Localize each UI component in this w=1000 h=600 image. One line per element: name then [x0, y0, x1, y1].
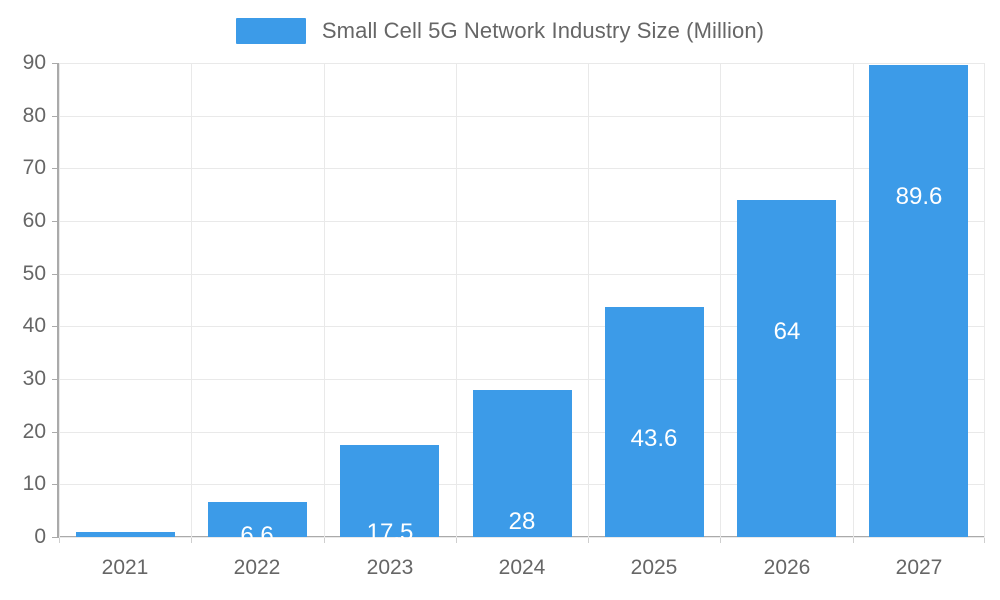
- y-axis-tick-label: 60: [22, 209, 46, 232]
- y-axis-tick-mark: [52, 168, 57, 170]
- x-axis-tick-mark: [720, 538, 721, 543]
- y-axis-tick-mark: [52, 273, 57, 275]
- gridline-vertical: [720, 63, 721, 537]
- y-axis-tick-mark: [52, 326, 57, 328]
- x-axis-tick-mark: [984, 538, 985, 543]
- gridline-horizontal: [59, 63, 985, 64]
- legend-label[interactable]: Small Cell 5G Network Industry Size (Mil…: [321, 18, 765, 43]
- y-axis-tick-label: 80: [22, 103, 46, 127]
- x-axis-tick-mark: [324, 538, 325, 543]
- y-axis-tick-mark: [52, 537, 57, 538]
- legend-color-swatch[interactable]: [235, 18, 306, 44]
- y-axis-tick-mark: [52, 115, 57, 117]
- x-axis-tick-label: 2026: [763, 556, 811, 579]
- gridline-vertical: [191, 63, 192, 537]
- bar-2023[interactable]: [340, 444, 439, 537]
- y-axis-labels: 0 10 20 30 40 50 60 70 80 90: [0, 0, 46, 600]
- gridline-horizontal: [59, 537, 985, 538]
- x-axis-tick-label: 2027: [895, 556, 943, 579]
- bar-2025[interactable]: [605, 307, 704, 537]
- x-axis-tick-mark: [191, 538, 192, 543]
- gridline-vertical: [324, 63, 325, 537]
- x-axis-tick-mark: [588, 538, 589, 543]
- y-axis-line: [57, 63, 59, 538]
- x-axis-tick-label: 2021: [101, 556, 149, 579]
- bar-2027[interactable]: [869, 65, 968, 537]
- gridline-vertical: [984, 63, 985, 537]
- gridline-vertical: [588, 63, 589, 537]
- y-axis-tick-mark: [52, 379, 57, 380]
- y-axis-tick-mark: [52, 431, 57, 433]
- x-axis-tick-mark: [853, 538, 854, 543]
- gridline-horizontal: [59, 221, 985, 222]
- gridline-horizontal: [59, 326, 985, 328]
- x-axis-labels: 2021 2022 2023 2024 2025 2026 2027: [59, 556, 985, 586]
- y-axis-tick-label: 10: [22, 472, 46, 496]
- x-axis-tick-mark: [456, 538, 457, 543]
- x-axis-tick-label: 2025: [630, 556, 678, 579]
- y-axis-tick-label: 50: [22, 261, 46, 285]
- y-axis-tick-mark: [52, 63, 57, 64]
- bar-2022[interactable]: [208, 502, 307, 537]
- y-axis-tick-mark: [52, 484, 57, 486]
- y-axis-tick-label: 20: [22, 419, 46, 443]
- plot-area: 6.6 17.5 28 43.6 64 89.6: [59, 63, 985, 549]
- gridline-vertical: [853, 63, 854, 537]
- bar-2026[interactable]: [737, 199, 836, 537]
- bar-2024[interactable]: [473, 389, 572, 537]
- y-axis-tick-label: 0: [34, 525, 46, 548]
- x-axis-tick-label: 2023: [366, 556, 414, 579]
- gridline-horizontal: [59, 168, 985, 170]
- x-axis-tick-mark: [59, 538, 60, 543]
- x-axis-tick-label: 2024: [498, 556, 546, 579]
- gridline-horizontal: [59, 379, 985, 380]
- bar-2021[interactable]: [76, 531, 175, 537]
- gridline-horizontal: [59, 273, 985, 275]
- chart-legend: Small Cell 5G Network Industry Size (Mil…: [0, 14, 1000, 48]
- y-axis-tick-label: 90: [22, 51, 46, 74]
- gridline-horizontal: [59, 115, 985, 117]
- x-axis-tick-label: 2022: [233, 556, 281, 579]
- gridline-vertical: [456, 63, 457, 537]
- y-axis-tick-label: 70: [22, 156, 46, 180]
- gridline-vertical: [59, 63, 60, 537]
- y-axis-tick-label: 40: [22, 314, 46, 338]
- y-axis-tick-mark: [52, 221, 57, 222]
- y-axis-tick-label: 30: [22, 367, 46, 390]
